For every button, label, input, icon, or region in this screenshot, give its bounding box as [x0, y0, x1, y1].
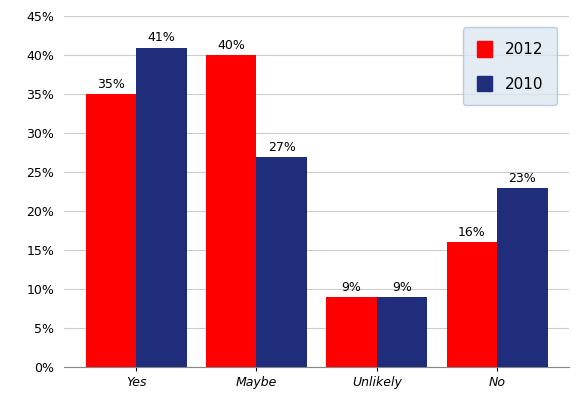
Legend: 2012, 2010: 2012, 2010: [463, 27, 557, 105]
Text: 41%: 41%: [148, 31, 175, 44]
Bar: [206, 55, 256, 367]
Bar: [327, 297, 377, 367]
Bar: [377, 297, 428, 367]
Bar: [136, 47, 187, 367]
Text: 27%: 27%: [268, 140, 296, 153]
Text: 23%: 23%: [508, 172, 536, 185]
Text: 16%: 16%: [458, 226, 486, 239]
Text: 9%: 9%: [342, 281, 361, 294]
Text: 9%: 9%: [392, 281, 412, 294]
Bar: [256, 157, 307, 367]
Text: 35%: 35%: [97, 78, 125, 91]
Text: 40%: 40%: [217, 39, 245, 52]
Bar: [447, 242, 497, 367]
Bar: [85, 94, 136, 367]
Bar: [497, 188, 548, 367]
